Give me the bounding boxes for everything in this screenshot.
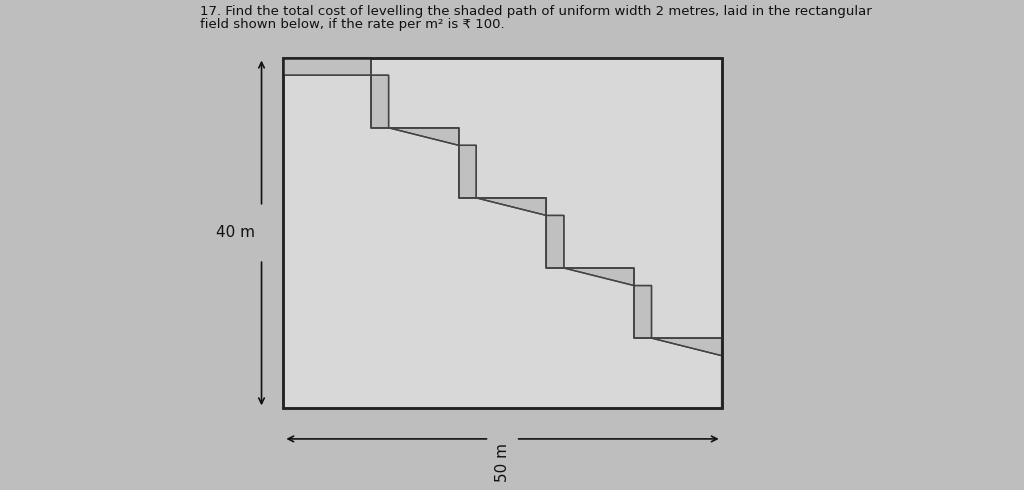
- Text: 17. Find the total cost of levelling the shaded path of uniform width 2 metres, : 17. Find the total cost of levelling the…: [200, 5, 871, 18]
- Text: 40 m: 40 m: [215, 225, 255, 241]
- Text: 50 m: 50 m: [495, 443, 510, 482]
- Text: field shown below, if the rate per m² is ₹ 100.: field shown below, if the rate per m² is…: [200, 19, 505, 31]
- Polygon shape: [284, 58, 722, 408]
- Polygon shape: [284, 58, 722, 408]
